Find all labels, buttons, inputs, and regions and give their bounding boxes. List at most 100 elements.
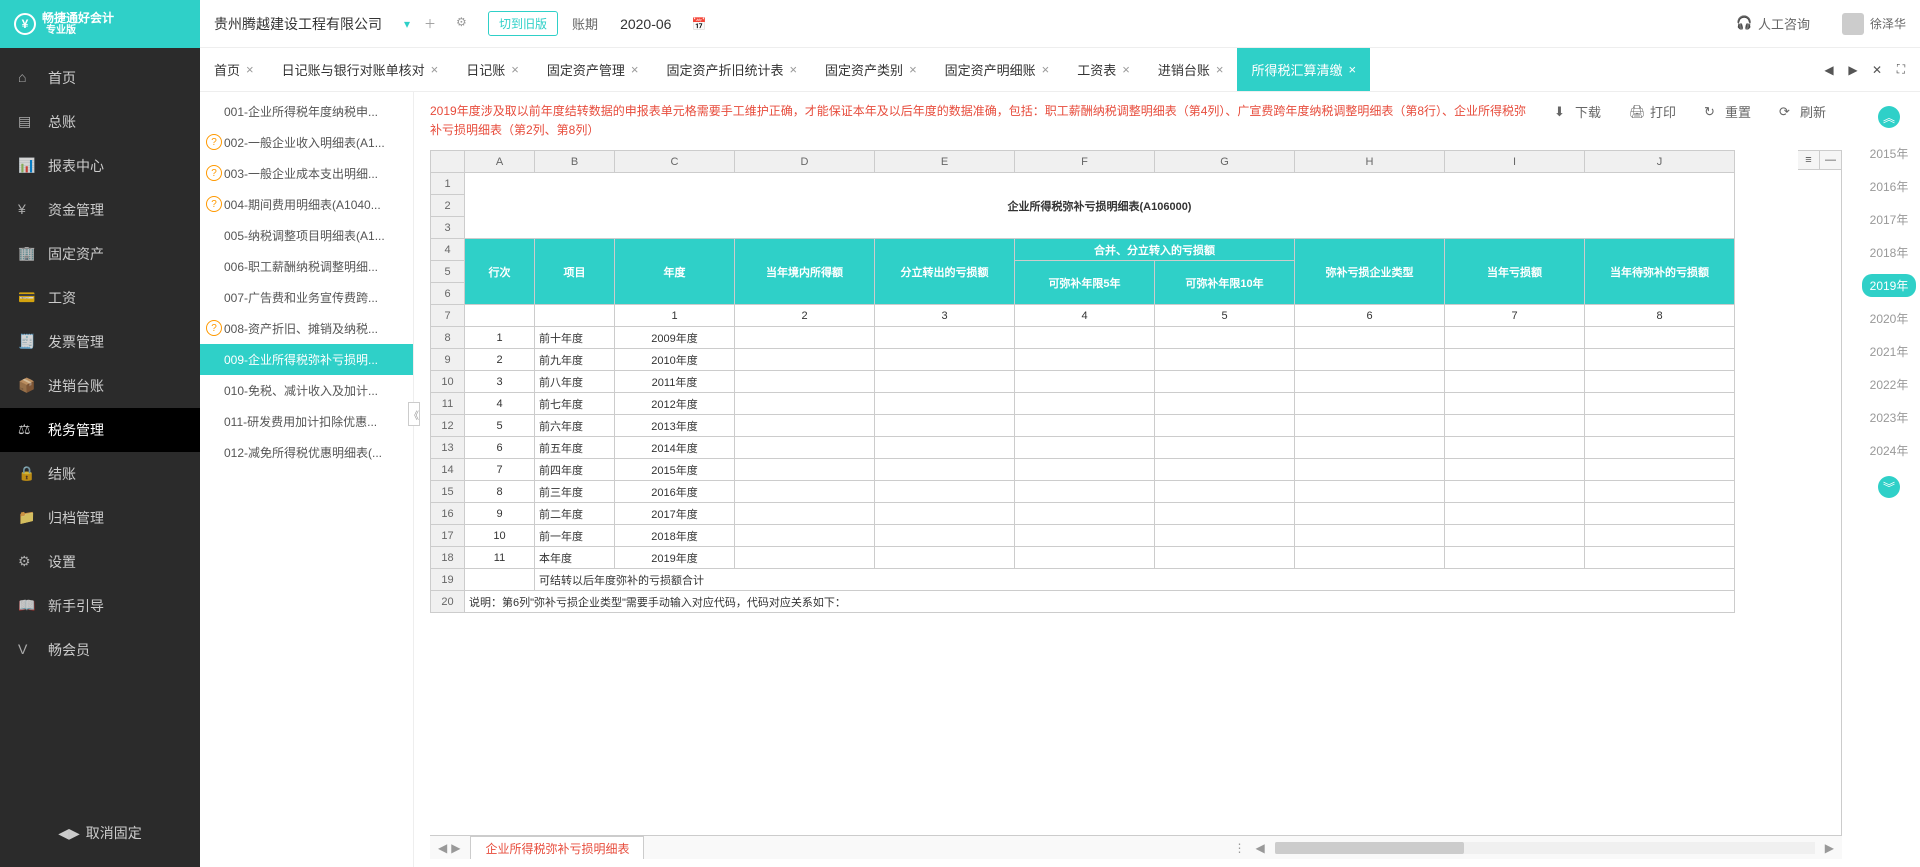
tab-close-icon[interactable]: × [631,62,639,77]
reset-button[interactable]: ↻重置 [1704,102,1751,121]
year-chip[interactable]: 2022年 [1862,373,1917,396]
cell: 6 [1295,305,1445,327]
year-chip[interactable]: 2017年 [1862,208,1917,231]
tab-close-icon[interactable]: × [1042,62,1050,77]
grid-menu-button[interactable]: ≡ [1798,150,1820,170]
hscroll-track[interactable] [1275,842,1815,854]
form-list-item[interactable]: 011-研发费用加计扣除优惠... [200,406,413,437]
nav-item-settings[interactable]: ⚙设置 [0,540,200,584]
sheet-last-button[interactable]: ▶ [451,841,460,855]
refresh-button[interactable]: ⟳刷新 [1779,102,1826,121]
tab-close-icon[interactable]: × [1216,62,1224,77]
period-value[interactable]: 2020-06 [620,16,671,32]
nav-item-vip[interactable]: V畅会员 [0,628,200,672]
fullscreen-button[interactable]: ⛶ [1890,59,1912,81]
form-list-item[interactable]: 003-一般企业成本支出明细... [200,158,413,189]
form-list-item[interactable]: 010-免税、减计收入及加计... [200,375,413,406]
download-button[interactable]: ⬇下载 [1554,102,1601,121]
hscroll-thumb[interactable] [1275,842,1464,854]
form-list-item[interactable]: 005-纳税调整项目明细表(A1... [200,220,413,251]
user-block[interactable]: 徐泽华 [1842,13,1906,35]
tab-close-icon[interactable]: × [431,62,439,77]
form-list-item[interactable]: 006-职工薪酬纳税调整明细... [200,251,413,282]
tab[interactable]: 日记账与银行对账单核对× [268,48,453,91]
add-icon[interactable]: ＋ [424,15,442,33]
nav-item-asset[interactable]: 🏢固定资产 [0,232,200,276]
archive-icon: 📁 [18,509,36,527]
year-up-button[interactable]: ︽ [1878,106,1900,128]
tab-close-icon[interactable]: × [1349,62,1357,77]
nav-item-tax[interactable]: ⚖税务管理 [0,408,200,452]
print-button[interactable]: 🖨打印 [1629,102,1676,121]
year-chip[interactable]: 2016年 [1862,175,1917,198]
company-dropdown-icon[interactable]: ▾ [404,17,410,31]
nav-item-report[interactable]: 📊报表中心 [0,144,200,188]
sheet-options-icon[interactable]: ⋮ [1234,841,1246,855]
nav-item-invoice[interactable]: 🧾发票管理 [0,320,200,364]
tab[interactable]: 固定资产类别× [811,48,931,91]
year-chip[interactable]: 2024年 [1862,439,1917,462]
tab-prev-button[interactable]: ◀ [1818,59,1840,81]
collapse-sidebar-button[interactable]: ◀▶ 取消固定 [0,811,200,855]
print-icon: 🖨 [1629,104,1645,120]
form-list-item[interactable]: 004-期间费用明细表(A1040... [200,189,413,220]
calendar-icon[interactable]: 📅 [691,17,706,31]
company-name[interactable]: 贵州腾越建设工程有限公司 [214,14,382,34]
cell [1015,371,1155,393]
tab-label: 工资表 [1077,60,1116,79]
cell: 10 [431,371,465,393]
nav-item-guide[interactable]: 📖新手引导 [0,584,200,628]
tab[interactable]: 固定资产折旧统计表× [652,48,811,91]
year-chip[interactable]: 2019年 [1862,274,1917,297]
tab[interactable]: 所得税汇算清缴× [1237,48,1370,91]
tab-close-icon[interactable]: × [1122,62,1130,77]
year-chip[interactable]: 2018年 [1862,241,1917,264]
nav-label: 报表中心 [48,156,104,176]
cell [875,459,1015,481]
sheet-tab[interactable]: 企业所得税弥补亏损明细表 [470,836,644,860]
tab[interactable]: 固定资产明细账× [931,48,1064,91]
tab[interactable]: 首页× [200,48,268,91]
nav-item-ledger[interactable]: ▤总账 [0,100,200,144]
form-list-item[interactable]: 009-企业所得税弥补亏损明... [200,344,413,375]
nav-item-home[interactable]: ⌂首页 [0,56,200,100]
tab-next-button[interactable]: ▶ [1842,59,1864,81]
tab[interactable]: 固定资产管理× [533,48,653,91]
nav-item-salary[interactable]: 💳工资 [0,276,200,320]
tab-close-icon[interactable]: × [909,62,917,77]
form-list-item[interactable]: 008-资产折旧、摊销及纳税... [200,313,413,344]
tab-close-all-button[interactable]: ✕ [1866,59,1888,81]
tab-close-icon[interactable]: × [246,62,254,77]
year-chip[interactable]: 2021年 [1862,340,1917,363]
nav-item-fund[interactable]: ¥资金管理 [0,188,200,232]
year-chip[interactable]: 2020年 [1862,307,1917,330]
tab-close-icon[interactable]: × [511,62,519,77]
cell: 11 [431,393,465,415]
collapse-form-list-button[interactable]: 《 [408,402,420,426]
action-label: 刷新 [1800,102,1826,121]
form-list-item[interactable]: 002-一般企业收入明细表(A1... [200,127,413,158]
human-consult-button[interactable]: 🎧 人工咨询 [1736,14,1810,33]
tab[interactable]: 进销台账× [1144,48,1238,91]
tab[interactable]: 工资表 × [1063,48,1144,91]
fund-icon: ¥ [18,201,36,219]
year-chip[interactable]: 2015年 [1862,142,1917,165]
nav-label: 税务管理 [48,420,104,440]
switch-old-version-button[interactable]: 切到旧版 [488,11,558,36]
tab[interactable]: 日记账× [452,48,533,91]
nav-item-stock[interactable]: 📦进销台账 [0,364,200,408]
nav-item-close-book[interactable]: 🔒结账 [0,452,200,496]
hscroll-right-button[interactable]: ▶ [1825,841,1834,855]
grid-minimize-button[interactable]: — [1820,150,1842,170]
form-list-item[interactable]: 012-减免所得税优惠明细表(... [200,437,413,468]
cell [1445,393,1585,415]
gear-icon[interactable]: ⚙ [456,15,474,33]
form-list-item[interactable]: 001-企业所得税年度纳税申... [200,96,413,127]
year-down-button[interactable]: ︾ [1878,476,1900,498]
form-list-item[interactable]: 007-广告费和业务宣传费跨... [200,282,413,313]
year-chip[interactable]: 2023年 [1862,406,1917,429]
tab-close-icon[interactable]: × [789,62,797,77]
nav-item-archive[interactable]: 📁归档管理 [0,496,200,540]
sheet-first-button[interactable]: ◀ [438,841,447,855]
hscroll-left-button[interactable]: ◀ [1256,841,1265,855]
